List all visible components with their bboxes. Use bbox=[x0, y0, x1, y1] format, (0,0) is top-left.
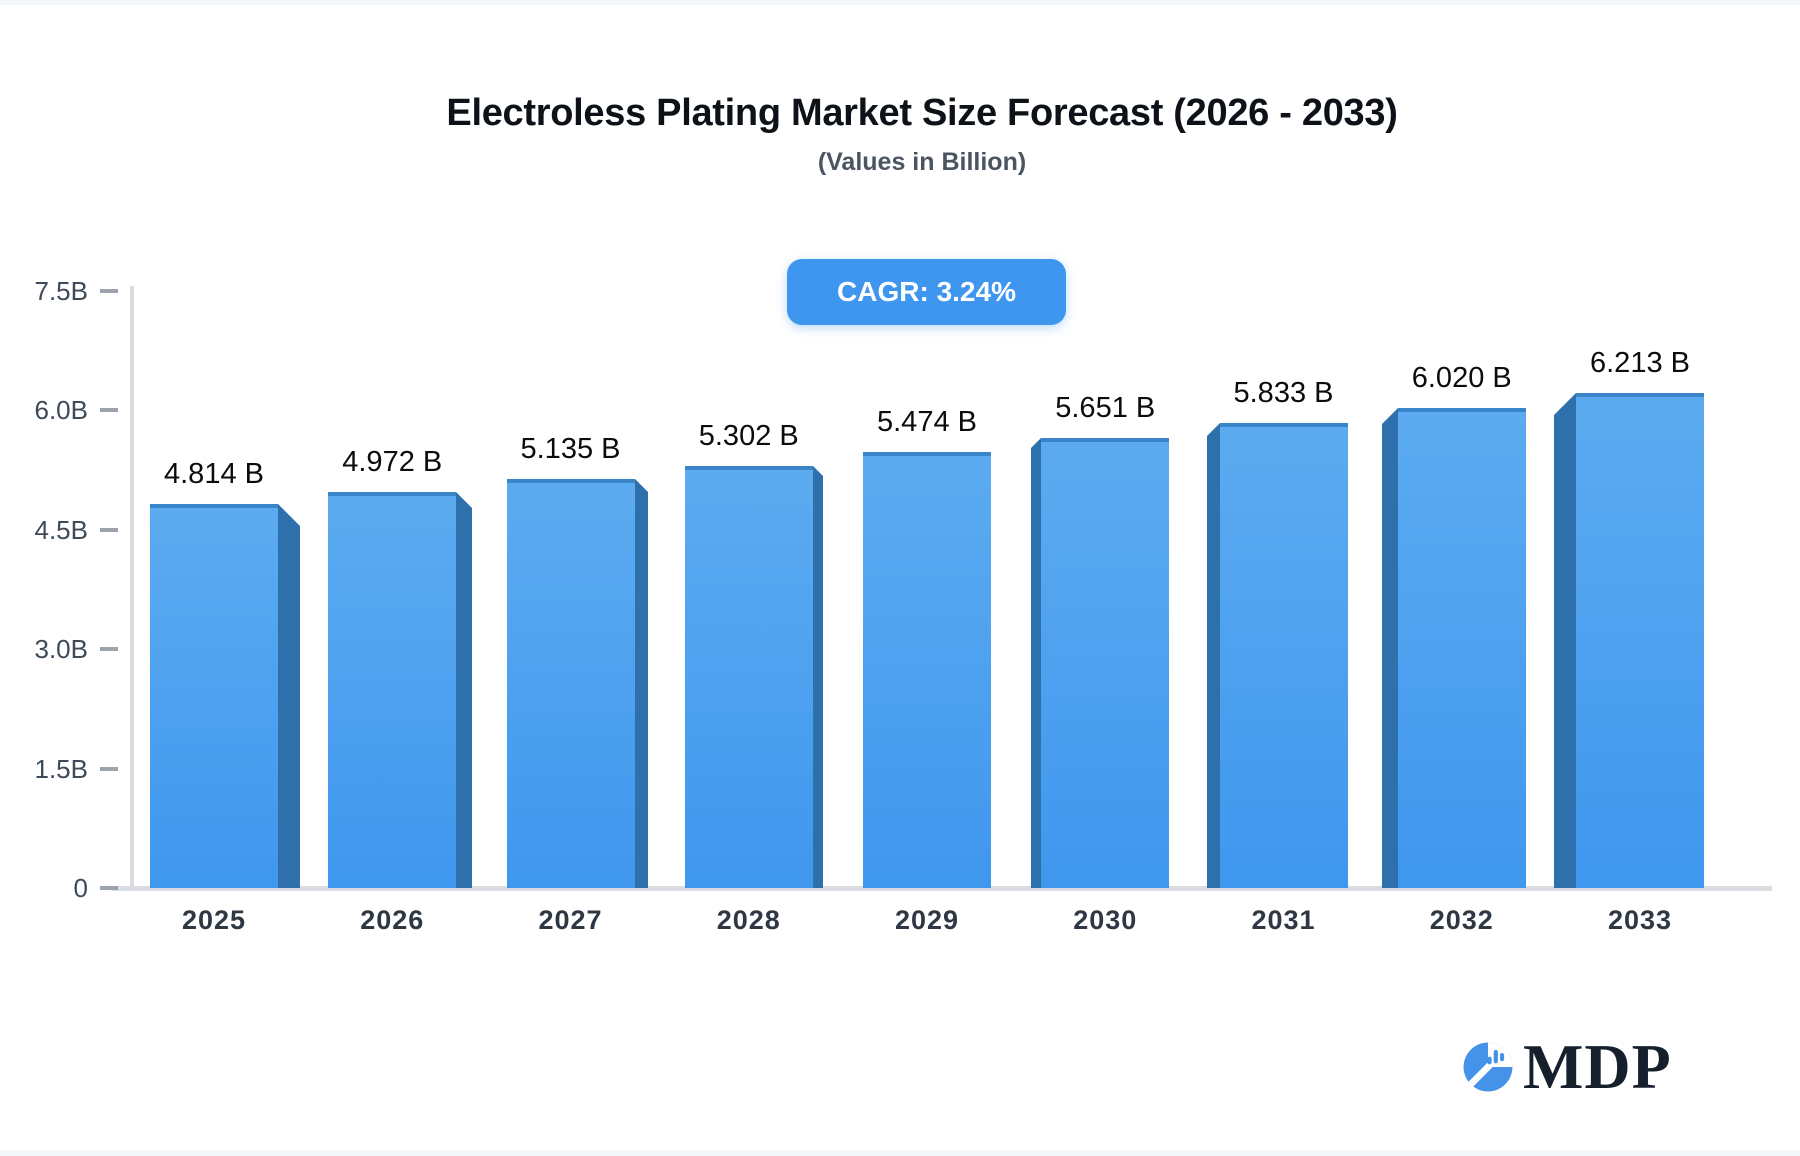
y-tick bbox=[100, 527, 118, 532]
bar-side-2028[interactable] bbox=[813, 466, 823, 888]
mdp-logo-icon bbox=[1462, 1041, 1514, 1093]
chart-subtitle: (Values in Billion) bbox=[817, 148, 1027, 176]
y-axis-line bbox=[130, 286, 134, 891]
bar-side-2027[interactable] bbox=[635, 479, 648, 888]
x-axis-label: 2033 bbox=[1607, 905, 1673, 935]
x-axis-label: 2026 bbox=[360, 905, 425, 935]
y-tick-label: 1.5B bbox=[34, 753, 89, 784]
x-axis-label: 2029 bbox=[894, 905, 960, 935]
mdp-logo-text: MDP bbox=[1523, 1031, 1672, 1102]
x-axis-label: 2028 bbox=[716, 905, 781, 935]
bar-value-label: 5.651 B bbox=[1055, 392, 1156, 424]
y-tick-label: 0 bbox=[73, 873, 88, 903]
x-axis-label: 2032 bbox=[1429, 905, 1494, 935]
y-tick-label: 4.5B bbox=[34, 514, 89, 545]
bar-2029[interactable] bbox=[863, 452, 991, 888]
bar-2032[interactable] bbox=[1398, 408, 1526, 888]
chart-title: Electroless Plating Market Size Forecast… bbox=[446, 92, 1398, 134]
x-axis-label: 2030 bbox=[1073, 905, 1138, 935]
bar-2031[interactable] bbox=[1220, 423, 1348, 888]
bar-value-label: 5.135 B bbox=[520, 433, 621, 465]
bar-2025[interactable] bbox=[150, 504, 278, 888]
bar-2030[interactable] bbox=[1041, 438, 1169, 888]
y-tick bbox=[100, 766, 118, 771]
bar-value-label: 6.213 B bbox=[1590, 347, 1690, 379]
x-axis-label: 2031 bbox=[1251, 905, 1316, 935]
bar-2028[interactable] bbox=[685, 466, 813, 888]
bar-side-2025[interactable] bbox=[278, 504, 300, 888]
x-axis-label: 2027 bbox=[538, 905, 603, 935]
bar-value-label: 4.814 B bbox=[164, 458, 264, 490]
y-tick-label: 3.0B bbox=[34, 634, 89, 664]
y-tick-label: 7.5B bbox=[34, 275, 89, 306]
bar-side-2030[interactable] bbox=[1031, 438, 1041, 888]
y-tick bbox=[100, 408, 118, 412]
y-tick bbox=[100, 288, 118, 293]
x-axis-line bbox=[112, 886, 1772, 891]
bar-value-label: 5.302 B bbox=[698, 420, 799, 452]
bar-value-label: 6.020 B bbox=[1411, 362, 1512, 394]
y-tick-label: 6.0B bbox=[34, 395, 89, 425]
x-axis-label: 2025 bbox=[181, 905, 247, 935]
mdp-logo: MDP bbox=[1462, 1031, 1672, 1102]
bar-side-2026[interactable] bbox=[456, 492, 472, 888]
bar-value-label: 5.833 B bbox=[1233, 377, 1334, 409]
cagr-badge: CAGR: 3.24% bbox=[787, 259, 1066, 325]
bar-2026[interactable] bbox=[328, 492, 456, 888]
bar-value-label: 4.972 B bbox=[342, 446, 443, 478]
bar-value-label: 5.474 B bbox=[877, 406, 977, 438]
y-tick bbox=[100, 886, 118, 890]
page-border-top bbox=[0, 0, 1800, 5]
bar-side-2031[interactable] bbox=[1207, 423, 1220, 888]
page-border-bottom bbox=[0, 1150, 1800, 1156]
cagr-badge-label: CAGR: 3.24% bbox=[837, 276, 1016, 307]
bar-2033[interactable] bbox=[1576, 393, 1704, 888]
bar-side-2033[interactable] bbox=[1554, 393, 1576, 888]
bar-2027[interactable] bbox=[507, 479, 635, 888]
y-tick bbox=[100, 647, 118, 651]
bar-side-2032[interactable] bbox=[1382, 408, 1398, 888]
